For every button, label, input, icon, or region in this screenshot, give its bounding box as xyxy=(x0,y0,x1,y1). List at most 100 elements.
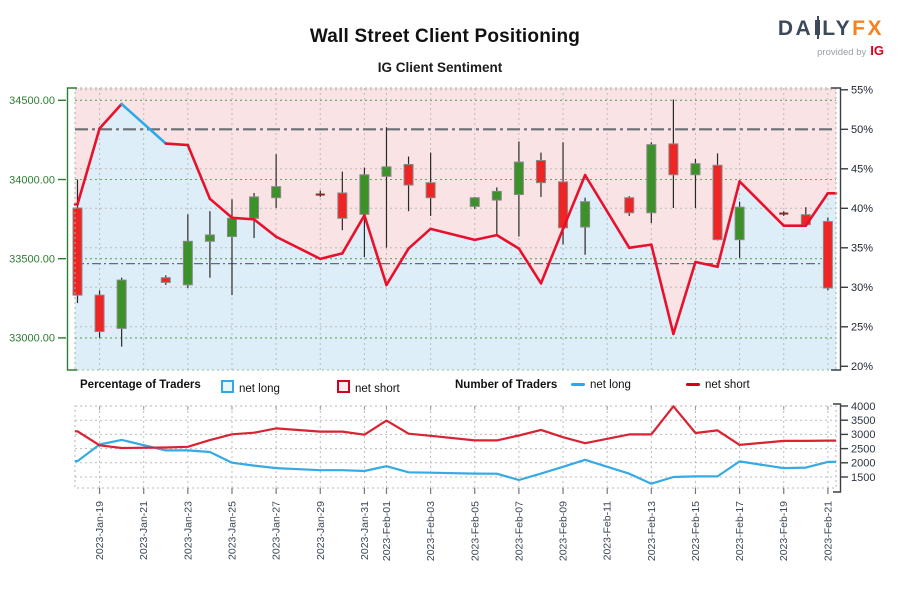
date-tick-label: 2023-Jan-25 xyxy=(226,501,238,560)
pct-axis: 55% 50% 45% 40% 35% 30% 25% 20% xyxy=(831,85,873,373)
candle-bearish xyxy=(94,294,105,333)
candle-bearish xyxy=(535,159,546,184)
count-tick-label: 2000 xyxy=(851,458,875,470)
candle-bullish xyxy=(116,279,127,329)
net-short-pct-line xyxy=(650,243,675,336)
count-tick-label: 1500 xyxy=(851,472,875,484)
candle-bullish xyxy=(359,174,370,215)
pct-tick-label: 35% xyxy=(851,243,873,255)
net-short-pct-line xyxy=(98,102,123,130)
net-short-pct-line xyxy=(429,227,477,242)
count-tick-label: 3500 xyxy=(851,415,875,427)
dailyfx-logo: DA LYFX provided by IG xyxy=(777,16,884,58)
net-short-pct-line xyxy=(539,227,565,285)
page-subtitle: IG Client Sentiment xyxy=(377,60,503,75)
pct-axis-bracket xyxy=(831,87,842,371)
count-line-net-short xyxy=(75,405,836,450)
net-short-pct-line xyxy=(407,227,432,250)
candle-bearish xyxy=(337,192,348,219)
date-tick-label: 2023-Jan-31 xyxy=(359,501,371,560)
sentiment-fills xyxy=(75,88,836,370)
candles xyxy=(72,99,833,347)
candle-bullish xyxy=(580,201,591,228)
candle-bearish xyxy=(712,164,723,241)
net-short-pct-line xyxy=(517,247,543,285)
date-tick-label: 2023-Jan-19 xyxy=(94,501,106,560)
candle-bullish xyxy=(646,144,657,214)
chart-legend: Percentage of Traders net long net short… xyxy=(75,379,836,395)
candle-bearish xyxy=(403,163,414,186)
count-line-net-long xyxy=(75,438,836,485)
legend-percentage-title: Percentage of Traders xyxy=(80,379,201,391)
net-long-majority-fill xyxy=(75,104,836,370)
net-short-pct-line xyxy=(230,216,256,221)
net-short-pct-line xyxy=(341,214,366,255)
date-tick-label: 2023-Feb-21 xyxy=(822,501,834,561)
legend-pct-net-short: net short xyxy=(337,379,400,395)
count-axis-bracket xyxy=(833,403,842,493)
candle-bullish xyxy=(469,197,480,207)
candle-bullish xyxy=(513,161,524,196)
net-short-majority-fill xyxy=(75,88,836,334)
date-tick-label: 2023-Feb-01 xyxy=(381,501,393,561)
logo-provided-by: provided by IG xyxy=(817,43,884,58)
net-short-square-icon xyxy=(337,380,350,393)
candle-bullish xyxy=(204,234,215,242)
legend-number-title: Number of Traders xyxy=(455,379,558,391)
net-short-line-icon xyxy=(686,382,700,386)
net-short-pct-line xyxy=(473,233,499,242)
legend-pct-net-long: net long xyxy=(221,379,280,395)
date-axis: 2023-Jan-19 2023-Jan-21 2023-Jan-23 2023-Ja… xyxy=(94,406,834,561)
net-short-pct-line xyxy=(672,260,697,336)
count-axis: 4000 3500 3000 2500 2000 1500 xyxy=(833,401,875,493)
candle-bullish xyxy=(491,190,502,201)
logo-text-ly: LY xyxy=(822,17,853,40)
candle-bearish xyxy=(822,220,833,289)
price-axis: 34500.00 34000.00 33500.00 33000.00 xyxy=(9,87,77,371)
main-plot-border xyxy=(74,87,837,371)
date-tick-label: 2023-Feb-15 xyxy=(690,501,702,561)
count-tick-label: 2500 xyxy=(851,443,875,455)
net-short-pct-line xyxy=(561,173,587,231)
logo-text-da: DA xyxy=(777,17,814,40)
lower-plot-border xyxy=(74,405,837,489)
number-of-traders-lines xyxy=(75,405,836,485)
dailyfx-wordmark: DA LYFX xyxy=(777,16,884,40)
logo-text-fx: FX xyxy=(852,17,884,40)
date-tick-label: 2023-Feb-05 xyxy=(469,501,481,561)
date-tick-label: 2023-Feb-19 xyxy=(778,501,790,561)
count-tick-label: 4000 xyxy=(851,401,875,413)
pct-tick-label: 30% xyxy=(851,282,873,294)
net-short-pct-line xyxy=(363,214,388,287)
candle-bullish xyxy=(182,240,193,286)
candle-bullish xyxy=(271,186,282,199)
net-short-pct-line xyxy=(804,191,830,227)
gridlines xyxy=(75,88,836,488)
candle-bullish xyxy=(226,217,237,238)
pct-tick-label: 25% xyxy=(851,322,873,334)
pct-tick-label: 55% xyxy=(851,85,873,97)
logo-candlestick-icon xyxy=(815,16,821,39)
pct-tick-label: 40% xyxy=(851,203,873,215)
net-short-pct-line xyxy=(738,180,786,227)
date-tick-label: 2023-Feb-13 xyxy=(646,501,658,561)
net-long-line-icon xyxy=(571,382,585,386)
net-short-pct-line xyxy=(583,173,631,250)
candle-bullish xyxy=(249,196,260,219)
net-short-pct-line xyxy=(716,180,741,269)
net-short-pct-line xyxy=(495,233,521,250)
pct-tick-label: 50% xyxy=(851,124,873,136)
net-long-square-icon xyxy=(221,380,234,393)
net-short-pct-line xyxy=(164,142,190,147)
candle-bearish xyxy=(72,207,83,296)
count-tick-label: 3000 xyxy=(851,429,875,441)
net-short-pct-line xyxy=(274,235,322,261)
net-short-pct-line xyxy=(385,247,410,287)
price-tick-label: 33500.00 xyxy=(9,254,55,266)
price-axis-bracket xyxy=(66,87,77,371)
net-short-pct-line xyxy=(627,243,653,250)
page-title: Wall Street Client Positioning xyxy=(309,26,581,47)
net-short-pct-line xyxy=(208,197,234,220)
net-short-pct-line xyxy=(318,252,344,261)
price-tick-label: 34000.00 xyxy=(9,174,55,186)
